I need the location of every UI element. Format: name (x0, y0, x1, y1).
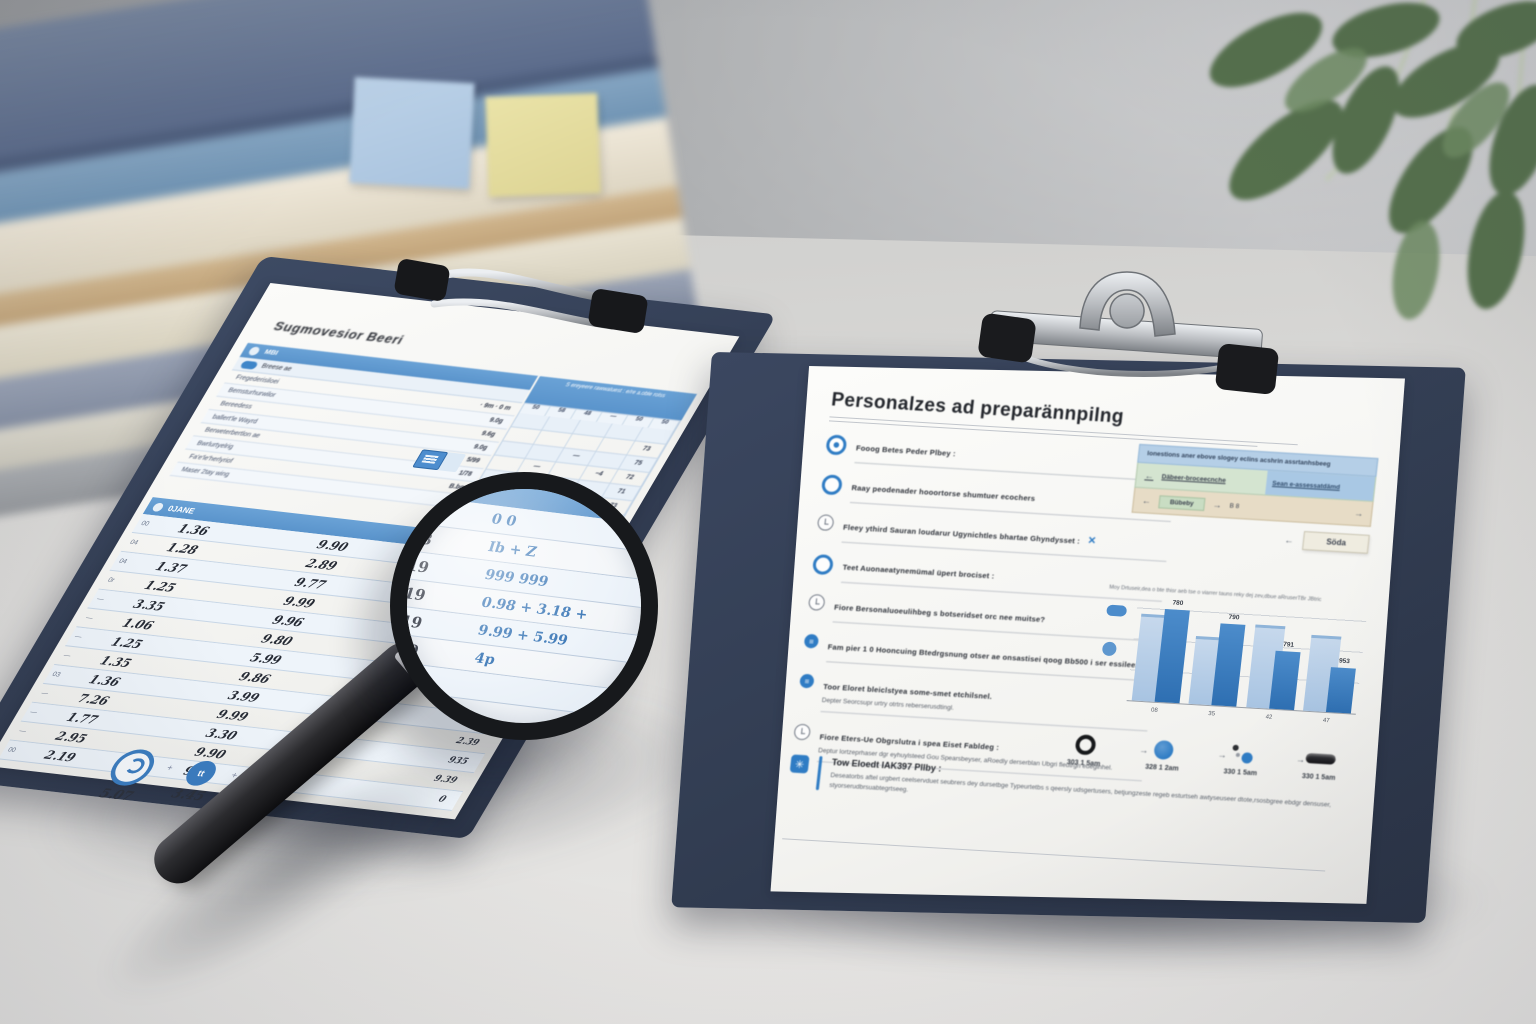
mini-table: Ionestions aner ebove slogey eclins acsh… (1129, 443, 1379, 554)
checklist-item: Raay peodenader hooortorse shumtuer ecoc… (820, 474, 1174, 523)
right-clipboard-clip (978, 271, 1279, 395)
step-icon (1305, 749, 1337, 769)
x-mark-icon: × (1087, 532, 1097, 548)
checklist-status-icon (807, 593, 826, 611)
legend-chip-icon (1106, 604, 1128, 617)
right-clipboard: Personalzes ad preparännpilng Fooog Bete… (671, 352, 1466, 924)
asterisk-badge-icon: ✳ (789, 754, 810, 774)
right-paper: Personalzes ad preparännpilng Fooog Bete… (770, 366, 1405, 904)
checklist-status-icon (803, 633, 820, 649)
table-badge-icon (247, 346, 262, 356)
step-icon (1075, 735, 1097, 754)
checklist-status-icon (799, 673, 815, 689)
magnified-table: 0 u8Gu 10.19 0 0 50.18 Ib + Z 51.19 999 … (407, 489, 641, 723)
bar-value-label: 780 (1172, 599, 1184, 608)
checklist-item: Fooog Betes Peder Plbey : (825, 434, 1179, 483)
arrow-right-icon: → (1138, 745, 1149, 756)
bar-group: 790 35 (1188, 614, 1246, 717)
bar-dark: 953 (1326, 658, 1357, 714)
arrow-left-icon: ← (1283, 534, 1295, 545)
bar-category-label: 47 (1322, 717, 1330, 725)
bar-value-label: 790 (1228, 613, 1240, 622)
bar-category-label: 42 (1265, 714, 1273, 721)
table-badge-icon (151, 501, 166, 512)
soda-button: Söda (1302, 531, 1370, 554)
step-icon (1230, 745, 1254, 764)
sticky-note-blue (349, 76, 475, 190)
arrow-right-icon: → (1217, 749, 1228, 761)
bar-group: 953 47 (1303, 634, 1359, 724)
bar-chart: Moy Drtuseir,dea o bte thisr aeb tse o v… (1097, 585, 1369, 724)
callout-accent-bar (815, 756, 823, 790)
checklist-status-icon (825, 434, 848, 456)
blue-circle-icon (181, 759, 222, 788)
magnifier-lens[interactable]: 0 u8Gu 10.19 0 0 50.18 Ib + Z 51.19 999 … (390, 472, 658, 740)
arrow-left-icon: ← (1141, 495, 1152, 506)
arrow-right-icon: → (1353, 507, 1364, 519)
checklist-status-icon (820, 474, 843, 496)
legend-chip-icon (1101, 641, 1118, 657)
step-icon (1153, 740, 1174, 759)
arrow-left-icon: ← (1144, 470, 1155, 481)
checklist-status-icon (816, 514, 835, 532)
left-clipboard-clip (394, 259, 648, 333)
plant (1209, 0, 1536, 320)
bar-chart-plot: 780 08 790 35 791 42 953 47 (1126, 599, 1367, 724)
bar-dark: 790 (1211, 614, 1246, 707)
bar-group: 791 42 (1245, 624, 1303, 721)
process-step: → 330 1 5am (1286, 748, 1353, 783)
magnified-rows: 10.19 0 0 50.18 Ib + Z 51.19 999 999 51.… (407, 491, 641, 723)
process-step: → 330 1 5am (1208, 743, 1275, 778)
bar-category-label: 35 (1207, 711, 1216, 718)
checklist-status-icon (793, 723, 812, 741)
process-step: → 328 1 2am (1130, 739, 1197, 774)
checklist-status-icon (811, 554, 835, 576)
bar-dark: 791 (1268, 641, 1301, 711)
pill-icon (239, 360, 260, 370)
divider (782, 838, 1326, 872)
bar-group: 780 08 (1131, 599, 1190, 714)
mini-table-cell: Bübeby (1158, 494, 1206, 511)
sticky-note-yellow (485, 93, 601, 197)
checklist-item: Fleey ythird Sauran loudarur Ugynichtles… (816, 514, 1170, 562)
process-step: → 303 1 5am (1051, 734, 1118, 769)
arrow-right-icon: → (1212, 499, 1223, 510)
